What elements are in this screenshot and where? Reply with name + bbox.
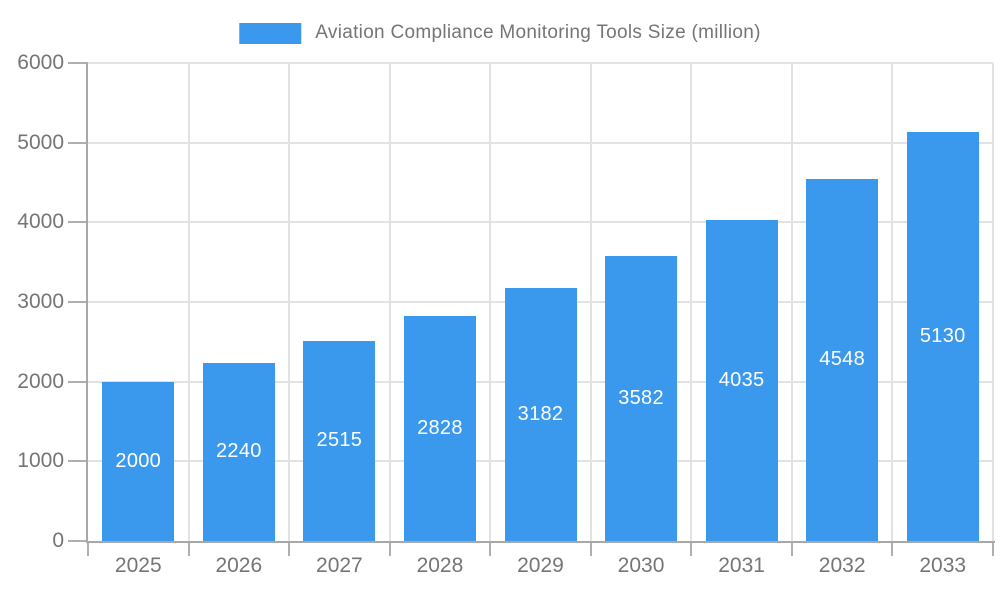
bar-value-label: 3182	[517, 402, 564, 425]
y-axis-tick	[68, 62, 88, 64]
bar-2027[interactable]: 2515	[303, 340, 376, 541]
bar-2033[interactable]: 5130	[906, 132, 979, 541]
gridline-horizontal	[88, 221, 993, 224]
gridline-vertical	[187, 63, 190, 541]
bar-value-label: 5130	[919, 325, 966, 348]
gridline-vertical	[690, 63, 693, 541]
bar-2028[interactable]: 2828	[403, 315, 476, 541]
gridline-vertical	[388, 63, 391, 541]
bar-value-label: 2515	[316, 429, 363, 452]
x-axis-tick	[288, 541, 291, 556]
y-tick-label: 4000	[17, 210, 64, 234]
legend-swatch	[239, 22, 302, 44]
bar-value-label: 2828	[417, 416, 463, 439]
bar-value-label: 2240	[215, 440, 262, 463]
bar-2026[interactable]: 2240	[202, 362, 275, 541]
bar-2029[interactable]: 3182	[504, 287, 577, 541]
x-axis-tick	[891, 541, 894, 556]
x-tick-label: 2027	[316, 554, 363, 577]
y-axis-tick	[68, 141, 88, 144]
y-axis-tick	[68, 540, 88, 542]
bar-2032[interactable]: 4548	[806, 178, 879, 541]
y-axis-tick	[68, 460, 88, 463]
y-tick-label: 3000	[17, 290, 64, 313]
gridline-vertical	[489, 63, 492, 541]
x-tick-label: 2031	[718, 554, 765, 577]
gridline-vertical	[790, 63, 793, 541]
bar-value-label: 4548	[819, 348, 865, 371]
bar-value-label: 4035	[718, 368, 765, 391]
bar-value-label: 3582	[618, 386, 664, 409]
bar-2030[interactable]: 3582	[605, 255, 678, 541]
y-axis-tick	[68, 221, 88, 224]
x-axis-tick	[388, 541, 391, 556]
x-tick-label: 2030	[617, 554, 665, 577]
y-axis-line	[86, 63, 88, 543]
y-tick-label: 6000	[17, 51, 64, 74]
x-axis-tick	[690, 541, 693, 556]
x-tick-label: 2032	[818, 554, 866, 577]
gridline-horizontal	[88, 141, 993, 144]
x-tick-label: 2026	[215, 554, 263, 577]
legend-label: Aviation Compliance Monitoring Tools Siz…	[315, 22, 761, 43]
y-tick-label: 1000	[17, 449, 64, 473]
gridline-vertical	[992, 63, 994, 541]
bar-value-label: 2000	[115, 449, 162, 472]
y-axis-tick	[68, 301, 88, 303]
x-tick-label: 2025	[114, 554, 162, 577]
gridline-vertical	[589, 63, 592, 541]
gridline-vertical	[891, 63, 894, 541]
y-tick-label: 0	[52, 529, 64, 552]
y-tick-label: 2000	[17, 369, 64, 393]
y-axis-tick	[68, 380, 88, 383]
x-axis-tick	[187, 541, 190, 556]
x-axis-tick	[589, 541, 592, 556]
gridline-vertical	[288, 63, 291, 541]
y-tick-label: 5000	[17, 130, 64, 154]
x-tick-label: 2033	[919, 554, 967, 577]
bar-2031[interactable]: 4035	[705, 219, 778, 541]
x-tick-label: 2029	[517, 554, 564, 577]
x-axis-tick	[87, 541, 89, 556]
x-axis-tick	[790, 541, 793, 556]
x-axis-tick	[992, 541, 994, 556]
bar-2025[interactable]: 2000	[102, 381, 175, 541]
gridline-horizontal	[88, 62, 993, 64]
x-axis-tick	[489, 541, 492, 556]
x-axis-line	[86, 541, 995, 543]
x-tick-label: 2028	[416, 554, 464, 577]
legend-item[interactable]: Aviation Compliance Monitoring Tools Siz…	[239, 19, 760, 47]
